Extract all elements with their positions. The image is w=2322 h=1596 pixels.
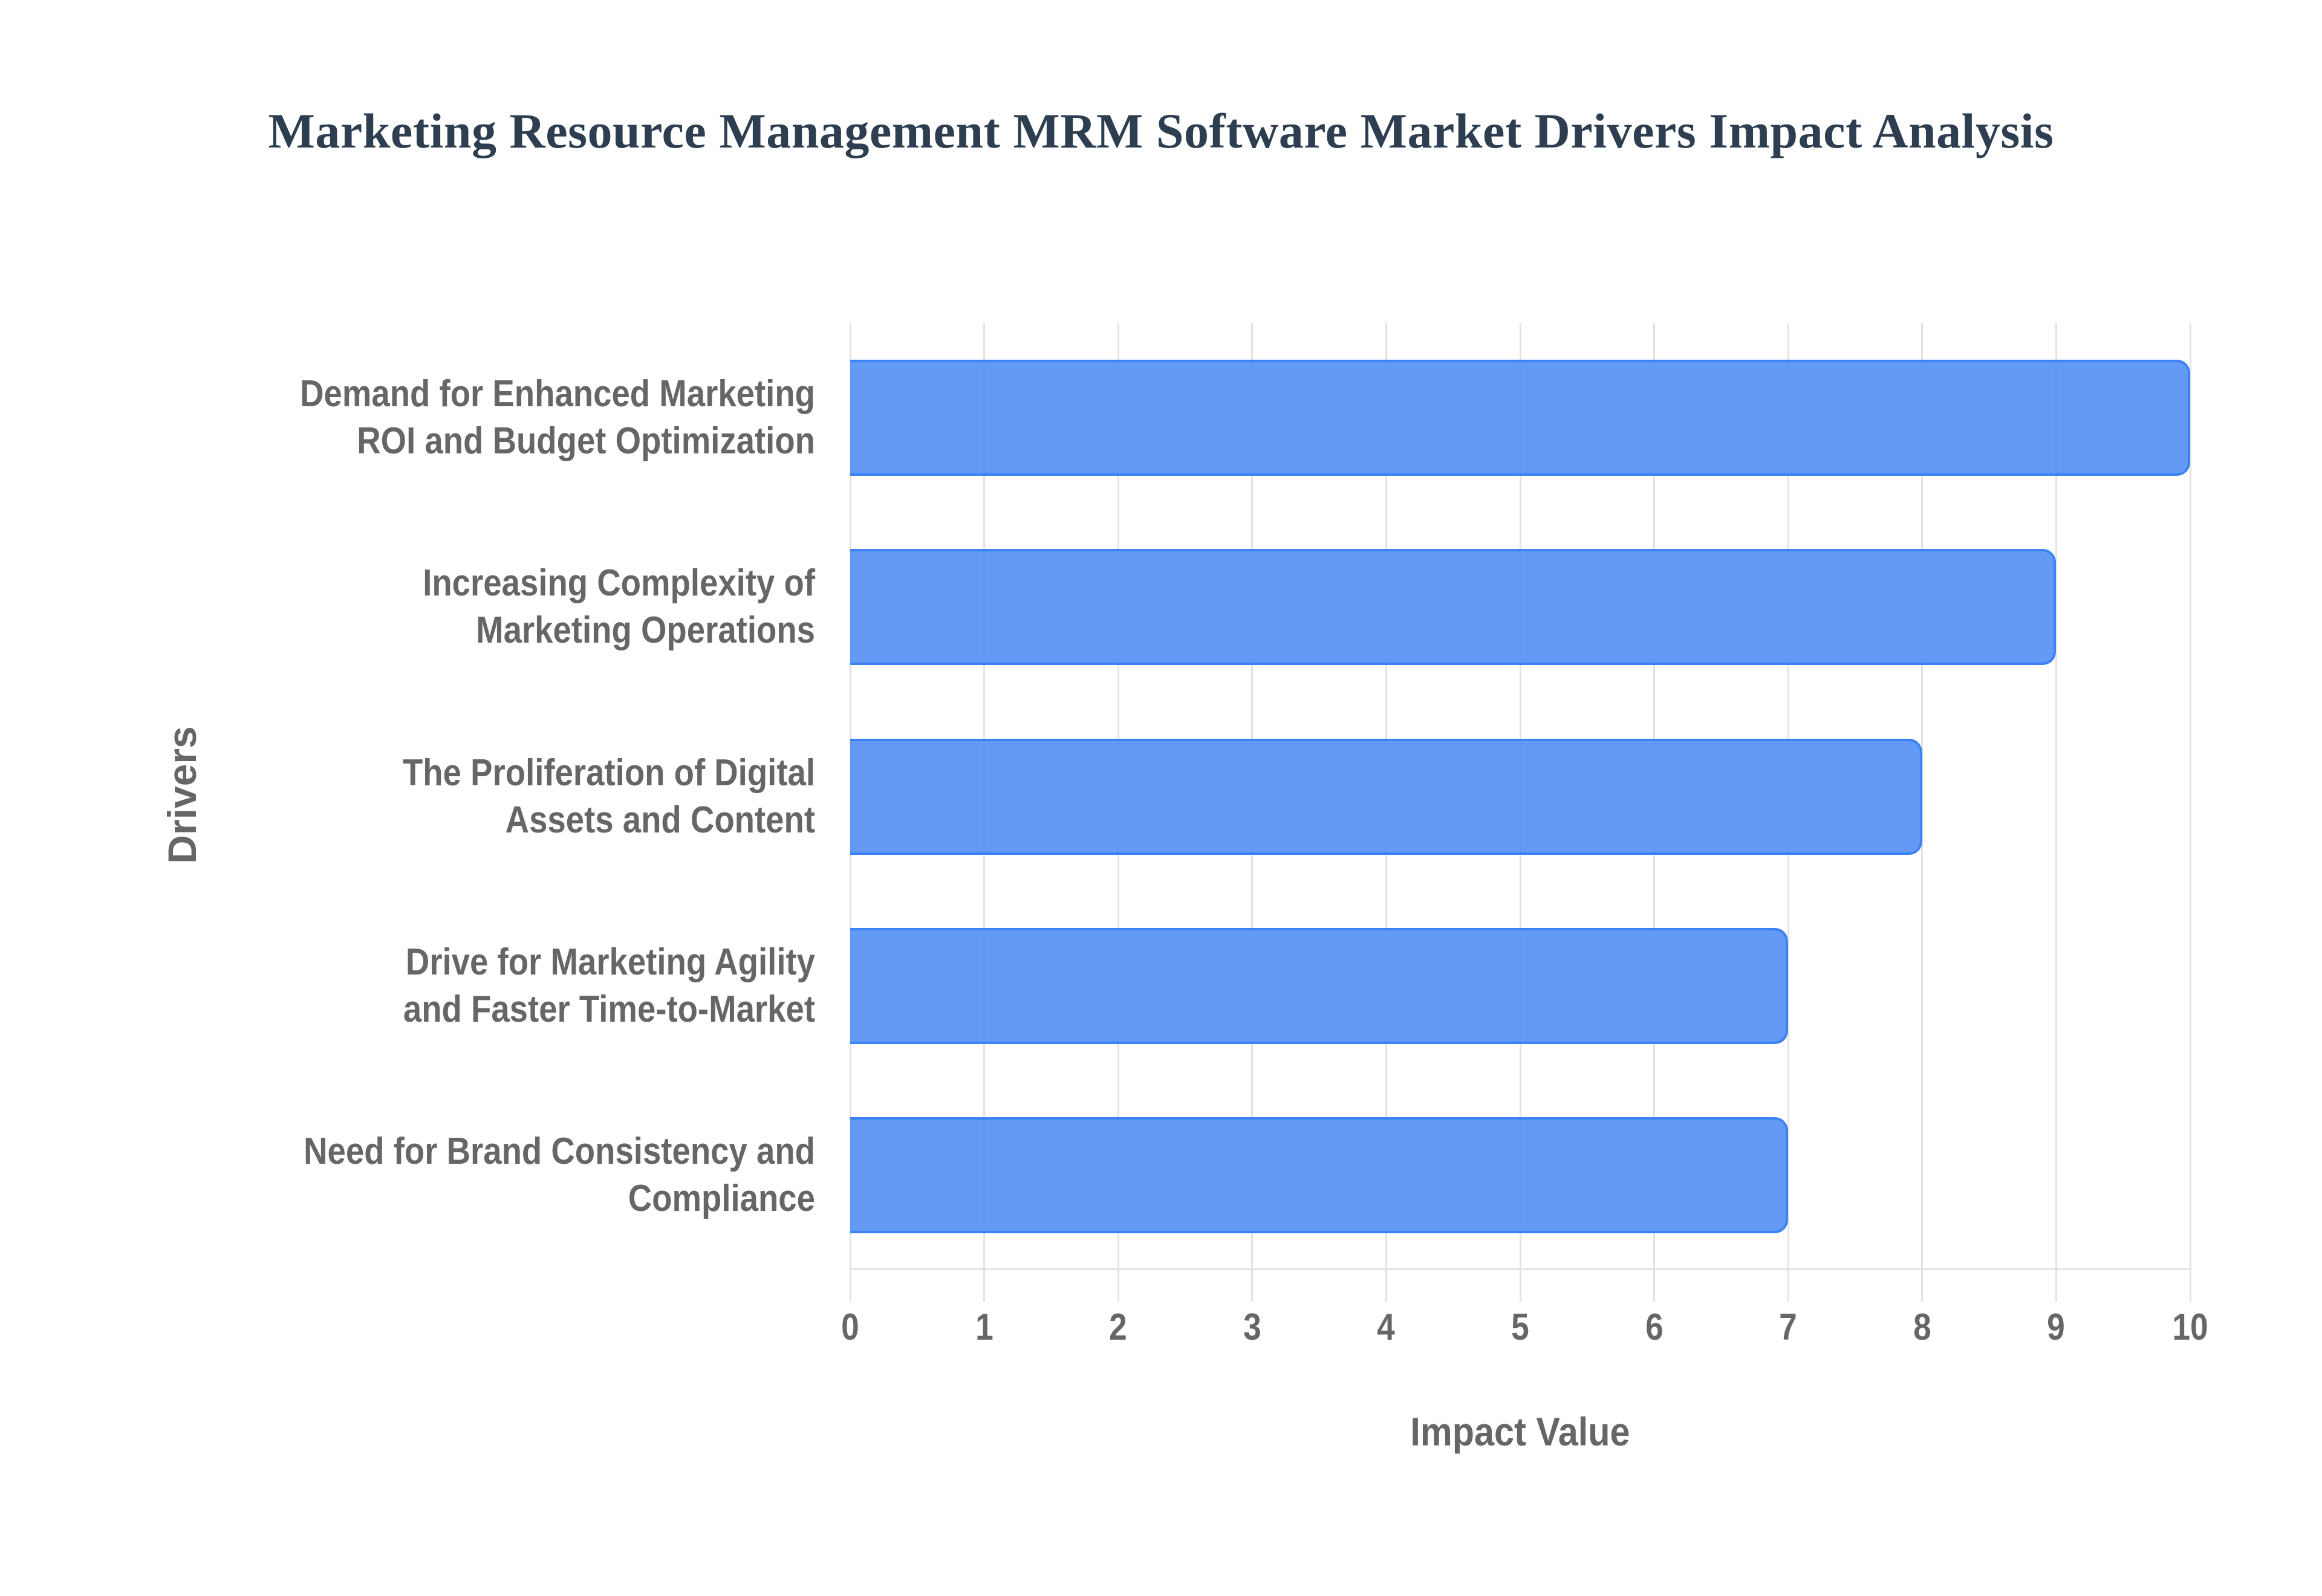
y-axis-title: Drivers <box>160 726 204 864</box>
category-label-line: Assets and Content <box>505 799 815 841</box>
x-tick-label: 2 <box>1109 1306 1128 1348</box>
x-tick-label: 7 <box>1779 1306 1798 1348</box>
y-category-label: Drive for Marketing Agility and Faster Ti… <box>230 939 815 1033</box>
category-label-line: Drive for Marketing Agility <box>405 941 815 983</box>
category-label-line: Increasing Complexity of <box>423 562 815 605</box>
gridline-x-9 <box>2055 323 2057 1302</box>
x-tick-label: 9 <box>2047 1306 2066 1348</box>
category-label-line: and Faster Time-to-Market <box>403 988 815 1030</box>
x-tick-label: 3 <box>1243 1306 1261 1348</box>
x-tick-label: 8 <box>1913 1306 1931 1348</box>
x-tick-label: 6 <box>1645 1306 1663 1348</box>
bar[interactable] <box>850 927 1789 1044</box>
y-category-label: Demand for Enhanced Marketing ROI and Bud… <box>230 371 815 465</box>
x-tick-label: 4 <box>1377 1306 1396 1348</box>
x-tick-label: 10 <box>2172 1306 2208 1348</box>
gridline-x-8 <box>1921 323 1924 1302</box>
category-label-line: The Proliferation of Digital <box>402 751 815 794</box>
category-label-line: ROI and Budget Optimization <box>357 420 815 462</box>
bar[interactable] <box>850 738 1922 855</box>
x-tick-label: 1 <box>975 1306 994 1348</box>
bar[interactable] <box>850 359 2190 476</box>
bar[interactable] <box>850 549 2057 666</box>
bar[interactable] <box>850 1117 1789 1234</box>
plot-area <box>849 323 2191 1302</box>
category-label-line: Compliance <box>628 1178 815 1220</box>
category-label-line: Need for Brand Consistency and <box>304 1130 815 1173</box>
x-tick-label: 5 <box>1511 1306 1529 1348</box>
y-category-label: Increasing Complexity of Marketing Operat… <box>230 560 815 654</box>
x-axis-title: Impact Value <box>1410 1409 1630 1454</box>
chart-title: Marketing Resource Management MRM Softwa… <box>268 103 2054 158</box>
category-label-line: Demand for Enhanced Marketing <box>300 372 815 415</box>
y-category-label: The Proliferation of Digital Assets and C… <box>230 750 815 844</box>
category-label-line: Marketing Operations <box>476 609 815 652</box>
x-tick-label: 0 <box>841 1306 859 1348</box>
gridline-x-10 <box>2189 323 2191 1302</box>
y-category-label: Need for Brand Consistency and Compliance <box>230 1128 815 1222</box>
